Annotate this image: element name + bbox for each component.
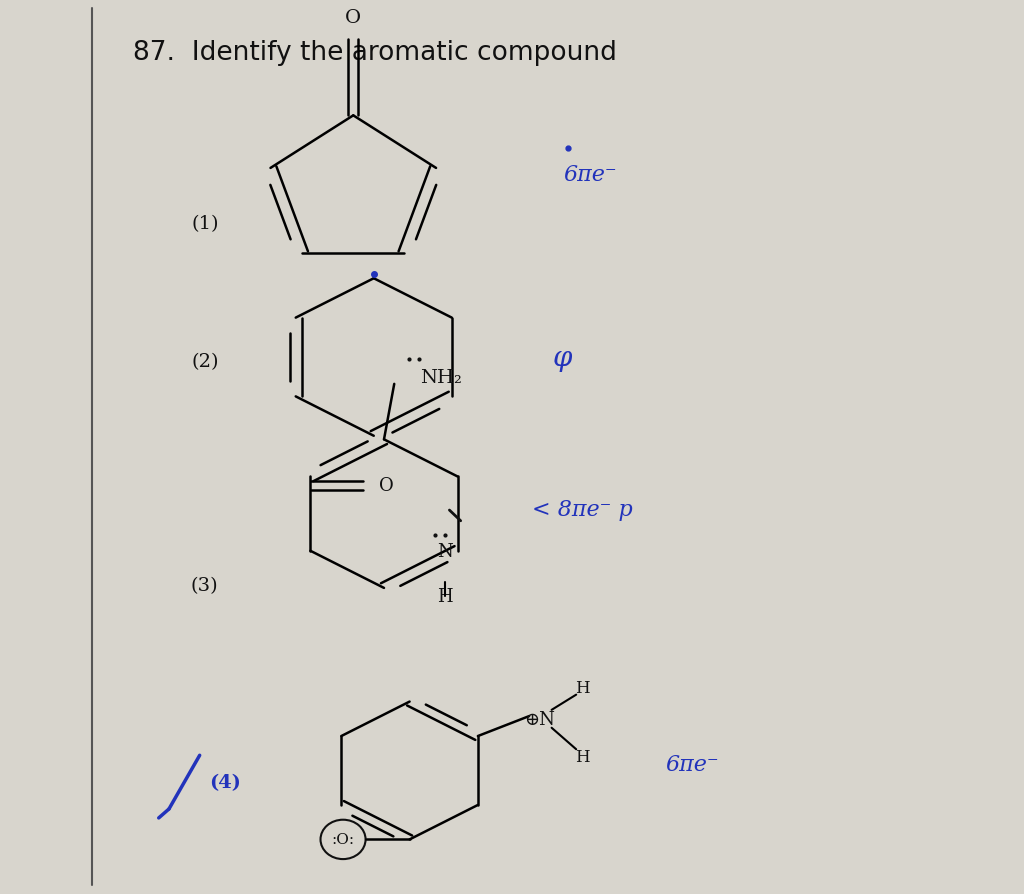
Text: φ: φ: [553, 344, 572, 371]
Text: ⊕N: ⊕N: [524, 710, 555, 728]
Text: 6πe⁻: 6πe⁻: [666, 754, 719, 775]
Text: (1): (1): [191, 215, 218, 232]
Text: H: H: [575, 679, 590, 696]
Text: N: N: [437, 542, 454, 561]
Text: :O:: :O:: [332, 832, 354, 847]
Text: H: H: [437, 586, 454, 605]
Text: O: O: [345, 9, 361, 27]
Text: 87.  Identify the aromatic compound: 87. Identify the aromatic compound: [133, 40, 617, 66]
Text: (4): (4): [209, 773, 242, 791]
Text: H: H: [575, 748, 590, 765]
Text: (2): (2): [191, 353, 218, 371]
Text: NH₂: NH₂: [420, 368, 462, 386]
Text: < 8πe⁻ p: < 8πe⁻ p: [532, 499, 633, 520]
Text: O: O: [379, 477, 393, 495]
Text: (3): (3): [191, 577, 218, 595]
Text: 6πe⁻: 6πe⁻: [563, 164, 616, 185]
